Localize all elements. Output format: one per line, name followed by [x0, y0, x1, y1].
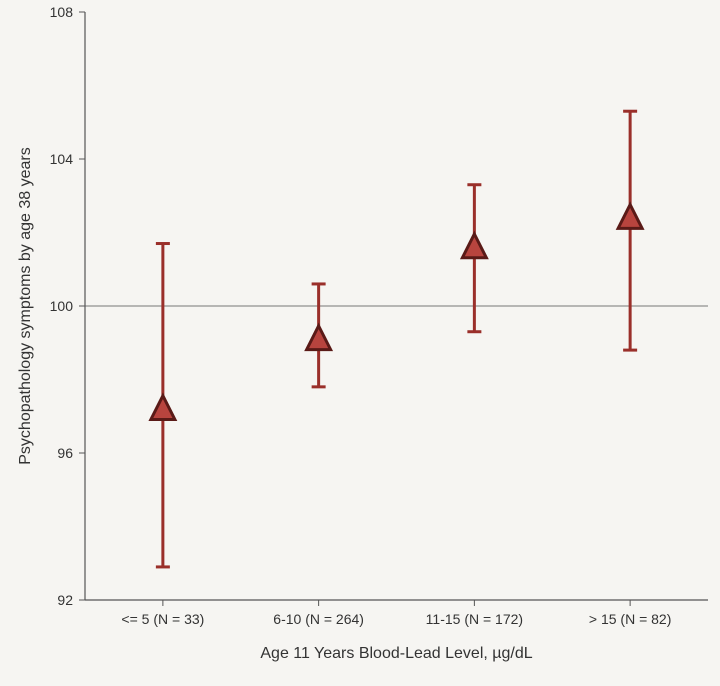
chart-container: 92 96 100 104 108 Psychopathology symptoms by…	[0, 0, 720, 686]
y-tick-label: 104	[50, 151, 74, 167]
x-axis-title: Age 11 Years Blood-Lead Level, µg/dL	[260, 645, 532, 662]
x-tick-label: > 15 (N = 82)	[589, 611, 672, 627]
x-tick-label: 6-10 (N = 264)	[273, 611, 364, 627]
y-tick-label: 108	[50, 4, 74, 20]
y-tick-label: 100	[50, 298, 74, 314]
errorbar-chart: 92 96 100 104 108 Psychopathology symptoms by…	[0, 0, 720, 686]
y-tick-label: 96	[57, 445, 73, 461]
x-tick-label: 11-15 (N = 172)	[426, 611, 523, 627]
y-tick-label: 92	[57, 592, 73, 608]
plot-background	[0, 0, 720, 686]
x-tick-label: <= 5 (N = 33)	[121, 611, 204, 627]
y-axis-title: Psychopathology symptoms by age 38 years	[17, 147, 34, 465]
